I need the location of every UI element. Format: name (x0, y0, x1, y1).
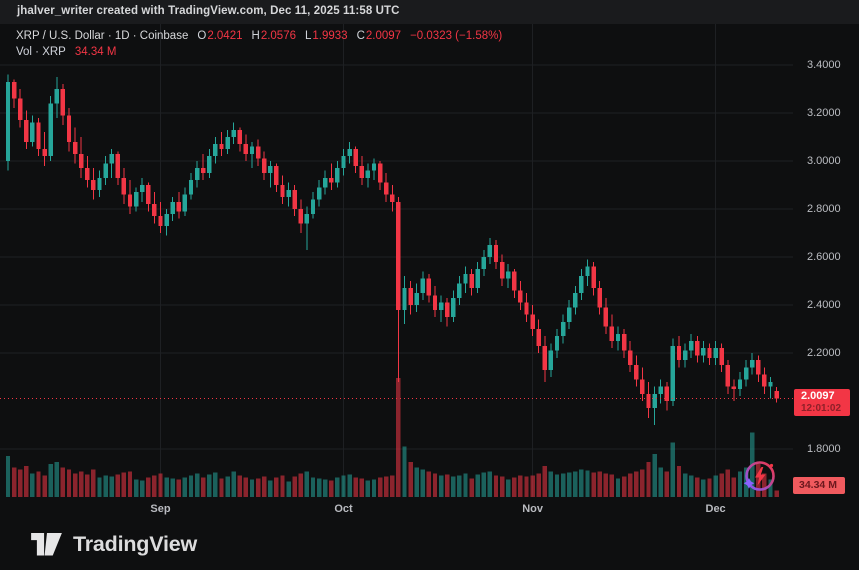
price-tick-label: 2.8000 (807, 203, 841, 215)
price-tick-label: 2.6000 (807, 251, 841, 263)
tradingview-logo-icon (31, 532, 62, 556)
symbol-title[interactable]: XRP / U.S. Dollar · 1D · Coinbase (16, 30, 189, 42)
last-price-value: 2.0097 (801, 390, 835, 402)
price-tick-label: 3.0000 (807, 155, 841, 167)
price-tick-label: 1.8000 (807, 443, 841, 455)
chart-canvas[interactable] (0, 0, 859, 522)
bar-countdown: 12:01:02 (801, 403, 842, 414)
lightning-loader-icon (743, 461, 775, 491)
time-tick-label: Sep (150, 503, 171, 515)
change-value: −0.0323 (−1.58%) (410, 30, 503, 42)
time-tick-label: Dec (705, 503, 726, 515)
volume-indicator-value: 34.34 M (74, 46, 117, 58)
price-tick-label: 3.4000 (807, 59, 841, 71)
tradingview-logo[interactable]: TradingView (30, 532, 197, 557)
volume-axis-label: 34.34 M (793, 477, 845, 494)
close-value: C 2.0097 (356, 30, 402, 42)
open-value: O 2.0421 (197, 30, 243, 42)
tradingview-logo-text: TradingView (73, 532, 198, 556)
time-tick-label: Nov (522, 503, 543, 515)
chart-legend: XRP / U.S. Dollar · 1D · Coinbase O 2.04… (16, 29, 502, 60)
price-tick-label: 2.4000 (807, 299, 841, 311)
price-tick-label: 2.2000 (807, 347, 841, 359)
high-value: H 2.0576 (251, 30, 297, 42)
attribution-text: jhalver_writer created with TradingView.… (17, 5, 400, 17)
low-value: L 1.9933 (305, 30, 348, 42)
attribution-bar: jhalver_writer created with TradingView.… (0, 0, 859, 24)
volume-indicator-title[interactable]: Vol · XRP (16, 46, 66, 58)
time-tick-label: Oct (334, 503, 353, 515)
last-price-label: 2.0097 12:01:02 (794, 389, 850, 416)
price-tick-label: 3.2000 (807, 107, 841, 119)
